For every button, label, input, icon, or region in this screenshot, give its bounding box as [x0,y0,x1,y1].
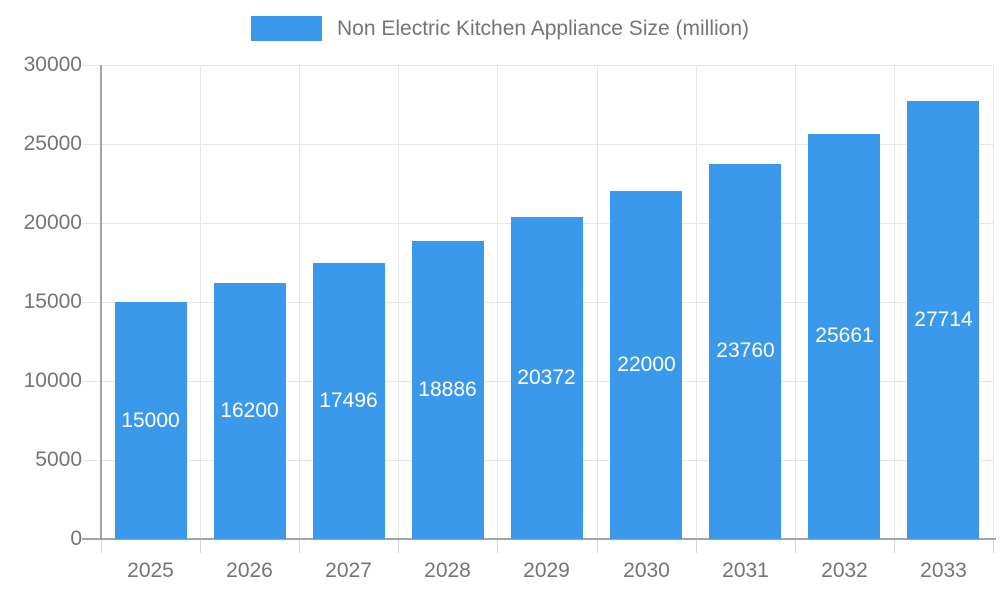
y-axis-tick [82,302,101,303]
bar-value-label: 27714 [914,308,973,331]
gridline-vertical [696,65,697,539]
gridline-vertical [795,65,796,539]
x-axis-tick-label: 2030 [623,559,670,582]
gridline-vertical [398,65,399,539]
bar [313,263,385,539]
y-axis-tick [82,223,101,224]
y-axis-tick [82,65,101,66]
x-axis-tick [200,540,201,553]
gridline-horizontal [101,65,993,66]
x-axis-tick-label: 2026 [226,559,273,582]
x-axis-tick [696,540,697,553]
bar-value-label: 23760 [716,339,775,362]
x-axis-tick [894,540,895,553]
gridline-vertical [497,65,498,539]
y-axis-tick-label: 15000 [23,290,82,313]
x-axis-line [82,538,996,540]
bar [511,217,583,539]
gridline-vertical [299,65,300,539]
x-axis-tick-label: 2025 [127,559,174,582]
x-axis-tick [398,540,399,553]
legend: Non Electric Kitchen Appliance Size (mil… [0,16,1000,41]
y-axis-tick-label: 0 [70,527,82,550]
x-axis-tick-label: 2032 [821,559,868,582]
y-axis-tick-label: 5000 [35,448,82,471]
x-axis-tick [497,540,498,553]
x-axis-tick [993,540,994,553]
bar-value-label: 20372 [517,366,576,389]
bar [214,283,286,539]
bar-value-label: 17496 [319,389,378,412]
gridline-vertical [894,65,895,539]
x-axis-tick [795,540,796,553]
bar-value-label: 16200 [220,399,279,422]
bar [808,134,880,539]
x-axis-tick-label: 2027 [325,559,372,582]
x-axis-tick-label: 2031 [722,559,769,582]
x-axis-tick-label: 2029 [523,559,570,582]
legend-swatch-icon[interactable] [250,16,322,41]
legend-label[interactable]: Non Electric Kitchen Appliance Size (mil… [336,16,749,40]
bar-value-label: 22000 [617,353,676,376]
gridline-vertical [993,65,994,539]
bar-value-label: 15000 [121,409,180,432]
y-axis-line [100,65,102,539]
x-axis-tick [101,540,102,553]
y-axis-tick [82,144,101,145]
bar [907,101,979,539]
y-axis-tick [82,381,101,382]
bar [115,302,187,539]
bar [610,191,682,539]
y-axis-tick-label: 20000 [23,211,82,234]
gridline-horizontal [101,144,993,145]
y-axis-tick [82,460,101,461]
gridline-vertical [597,65,598,539]
x-axis-tick [299,540,300,553]
x-axis-tick-label: 2033 [920,559,967,582]
bar [709,164,781,539]
gridline-vertical [200,65,201,539]
x-axis-tick [597,540,598,553]
bar-value-label: 18886 [418,378,477,401]
bar-value-label: 25661 [815,324,874,347]
y-axis-tick-label: 10000 [23,369,82,392]
bar [412,241,484,539]
y-axis-tick-label: 25000 [23,132,82,155]
x-axis-tick-label: 2028 [424,559,471,582]
y-axis-tick-label: 30000 [23,53,82,76]
